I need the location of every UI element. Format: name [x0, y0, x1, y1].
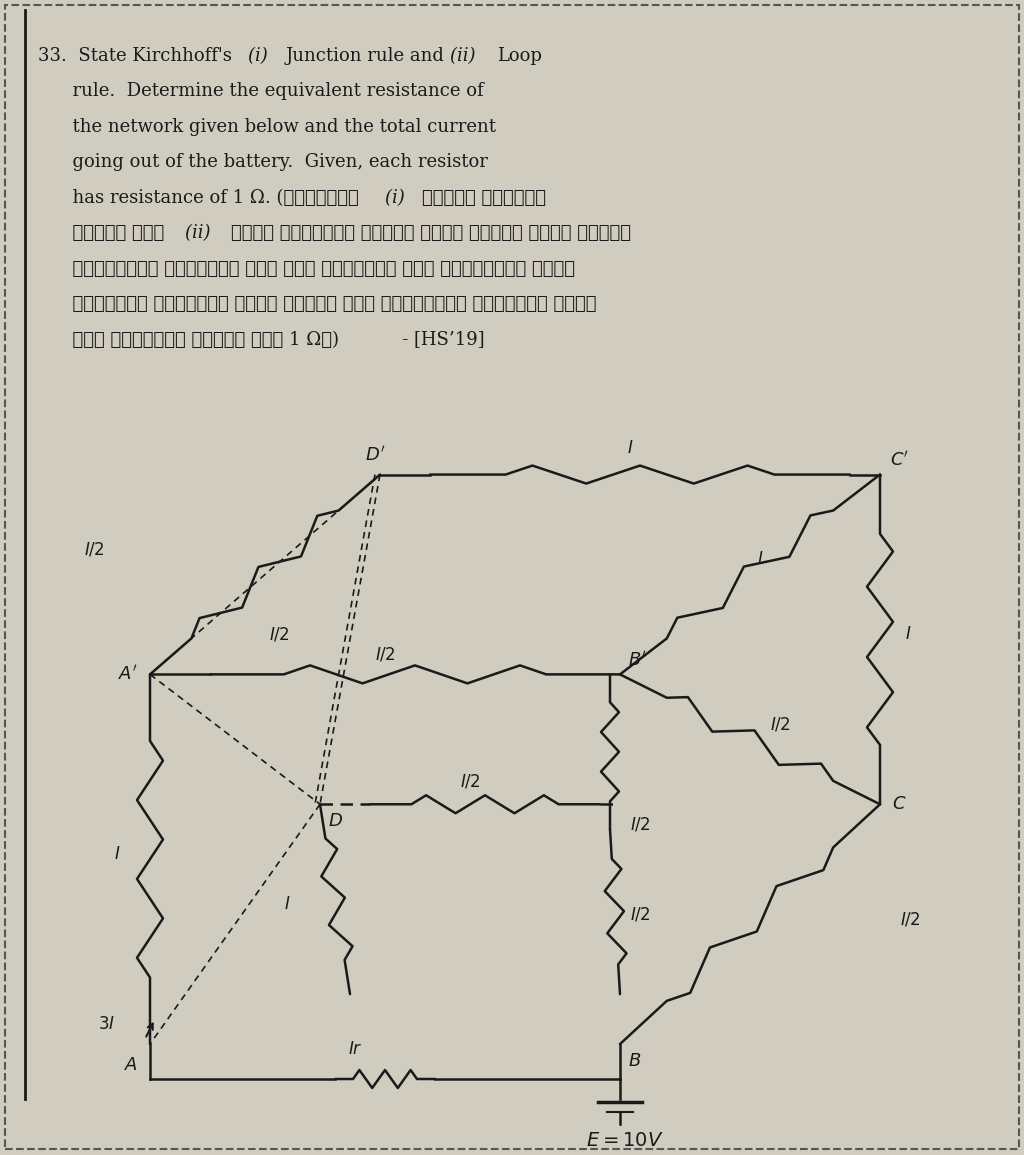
Text: rule.  Determine the equivalent resistance of: rule. Determine the equivalent resistanc… — [38, 82, 483, 100]
Text: সংযোগ বিন্দু: সংযোগ বিন্দু — [422, 188, 546, 207]
Text: $B'$: $B'$ — [628, 650, 647, 670]
Text: $I/2$: $I/2$ — [770, 715, 791, 733]
Text: 33.  State Kirchhoff's: 33. State Kirchhoff's — [38, 47, 238, 65]
Text: $3I$: $3I$ — [98, 1016, 115, 1033]
Text: $A'$: $A'$ — [118, 665, 138, 684]
Text: $D'$: $D'$ — [365, 446, 385, 464]
Text: বন্ধ বৰ্তনীৰ সূত্ৰ দুটা লিখা। ওপৰত দিয়া: বন্ধ বৰ্তনীৰ সূত্ৰ দুটা লিখা। ওপৰত দিয়া — [231, 224, 631, 243]
Text: $B$: $B$ — [628, 1052, 641, 1070]
Text: সজ্জাটোৰ সমতুল্য বোধ আৰু বেটাৰীৰ পৰা প্ৰবাহিত হোৰা: সজ্জাটোৰ সমতুল্য বোধ আৰু বেটাৰীৰ পৰা প্ৰ… — [38, 260, 575, 277]
Text: $I/2$: $I/2$ — [900, 910, 921, 929]
Text: Loop: Loop — [497, 47, 542, 65]
Text: $I$: $I$ — [757, 551, 763, 568]
Text: $I$: $I$ — [114, 847, 120, 863]
Text: (i): (i) — [248, 47, 273, 65]
Text: $D$: $D$ — [328, 812, 343, 830]
Text: $I$: $I$ — [905, 626, 911, 643]
Text: $I/2$: $I/2$ — [630, 815, 651, 833]
Text: (ii): (ii) — [184, 224, 216, 243]
Text: $C$: $C$ — [892, 796, 906, 813]
Text: $Ir$: $Ir$ — [348, 1041, 362, 1058]
Text: $I/2$: $I/2$ — [269, 625, 290, 643]
Text: Junction rule and: Junction rule and — [286, 47, 451, 65]
Text: has resistance of 1 Ω. (হাৰ্চফৰ: has resistance of 1 Ω. (হাৰ্চফৰ — [38, 188, 365, 207]
Text: going out of the battery.  Given, each resistor: going out of the battery. Given, each re… — [38, 154, 487, 171]
Text: $I$: $I$ — [627, 440, 633, 456]
Text: $E = 10V$: $E = 10V$ — [586, 1132, 664, 1150]
Text: $A$: $A$ — [124, 1056, 138, 1074]
Text: the network given below and the total current: the network given below and the total cu… — [38, 118, 496, 136]
Text: $I/2$: $I/2$ — [630, 906, 651, 923]
Text: থকা প্ৰতিটো ৰোধকৰ নাম 1 Ω।)           - [HS’19]: থকা প্ৰতিটো ৰোধকৰ নাম 1 Ω।) - [HS’19] — [38, 330, 484, 349]
Text: বিদ্যুৎ নিৰ্ণয় কৰা। দিয়া আছে সজ্জাটোৰ প্ৰতিটো বাহত: বিদ্যুৎ নিৰ্ণয় কৰা। দিয়া আছে সজ্জাটোৰ … — [38, 296, 597, 313]
Text: (i): (i) — [385, 188, 411, 207]
Text: $C'$: $C'$ — [890, 450, 909, 470]
Text: (ii): (ii) — [451, 47, 481, 65]
Text: $I/2$: $I/2$ — [84, 541, 105, 559]
Text: $I$: $I$ — [284, 896, 290, 914]
Text: $I/2$: $I/2$ — [375, 646, 395, 663]
Text: সূত্ৰ আৰু: সূত্ৰ আৰু — [38, 224, 170, 243]
Text: $I/2$: $I/2$ — [460, 773, 480, 790]
